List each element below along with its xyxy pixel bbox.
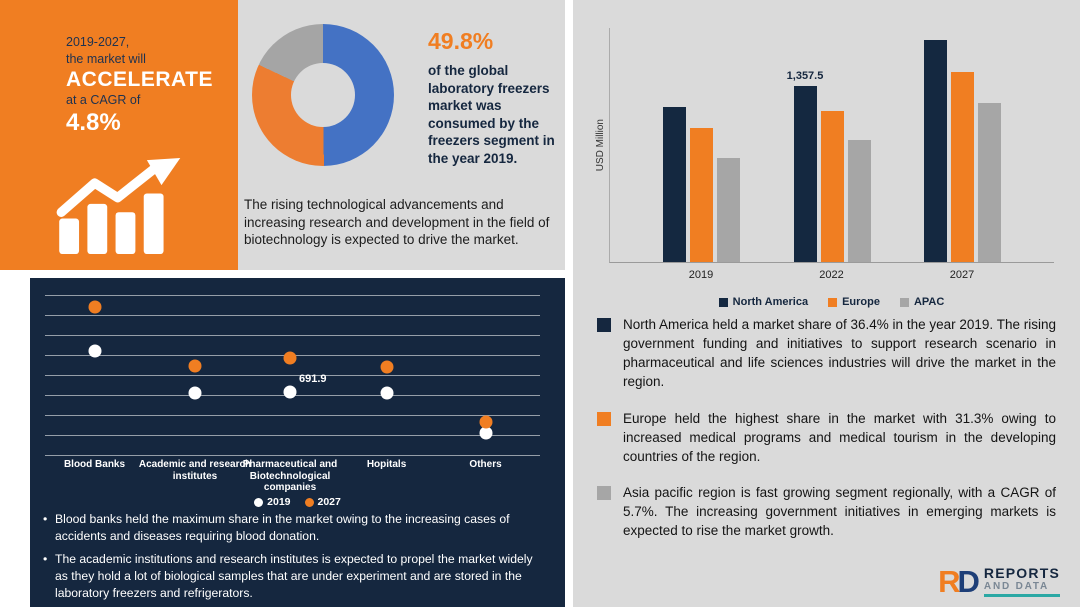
legend-item-north-america: North America: [718, 296, 808, 308]
bar-europe: [690, 128, 714, 262]
bar-north-america: 1,357.5: [787, 70, 823, 262]
logo-name-bottom: AND DATA: [983, 581, 1050, 592]
region-bullet-swatch: [597, 411, 611, 426]
dot-2019: [479, 426, 493, 440]
list-item: Blood banks held the maximum share in th…: [42, 511, 543, 546]
bar-value-label: 1,357.5: [786, 69, 824, 82]
legend-item-2019: 2019: [254, 496, 291, 508]
market-driver-text: The rising technological advancements an…: [244, 197, 550, 248]
donut-stat-text: of the global laboratory freezers market…: [428, 63, 555, 166]
regional-bar-chart: USD Million 1,357.5 2019 2022 2027 North…: [591, 28, 1054, 308]
legend-swatch-north-america: [718, 297, 728, 307]
market-will-text: the market will: [66, 51, 146, 66]
bar-group-2022: 1,357.5: [787, 28, 871, 262]
legend-item-apac: APAC: [899, 296, 944, 308]
donut-stat-value: 49.8%: [428, 28, 494, 54]
dot-2027: [283, 351, 297, 365]
cagr-value: 4.8%: [66, 108, 121, 136]
bar-north-america: [663, 107, 687, 262]
dot-plot-area: 691.9: [45, 295, 540, 456]
bar-group-2027: [923, 28, 1001, 262]
bar-europe: [950, 72, 974, 262]
dot-2027: [479, 415, 493, 429]
legend-label-2019: 2019: [267, 496, 291, 508]
list-item: Asia pacific region is fast growing segm…: [597, 483, 1056, 540]
dot-2019: [380, 386, 394, 400]
regional-panel: USD Million 1,357.5 2019 2022 2027 North…: [573, 0, 1080, 607]
bar-chart-legend: North America Europe APAC: [609, 296, 1054, 308]
dot-value-label: 691.9: [299, 372, 327, 385]
legend-swatch-2019: [254, 497, 264, 507]
dot-plot-category-label: Academic and research institutes: [138, 459, 252, 482]
x-tick-2022: 2022: [819, 269, 844, 281]
dot-2019: [88, 344, 101, 358]
regional-bullet-list: North America held a market share of 36.…: [597, 315, 1056, 541]
x-tick-2019: 2019: [688, 269, 714, 281]
x-axis-labels: 2019 2022 2027: [609, 263, 1054, 281]
legend-item-2027: 2027: [304, 496, 341, 508]
bar-apac: [847, 140, 871, 262]
y-axis-label: USD Million: [594, 119, 606, 172]
accelerate-headline: ACCELERATE: [66, 67, 213, 91]
list-item: North America held a market share of 36.…: [597, 315, 1056, 392]
dot-2027: [188, 359, 202, 373]
reports-and-data-logo: RD REPORTS AND DATA: [938, 565, 1060, 597]
dot-plot-category-label: Blood Banks: [63, 459, 126, 470]
cagr-caption: at a CAGR of: [66, 92, 141, 107]
end-user-bullet-list: Blood banks held the maximum share in th…: [42, 511, 543, 608]
region-bullet-swatch: [597, 486, 611, 501]
region-bullet-swatch: [597, 318, 611, 332]
dot-plot-category-labels: Blood Banks Academic and research institu…: [45, 459, 540, 497]
dot-plot-category-label: Pharmaceutical and Biotechnological comp…: [242, 459, 338, 493]
end-user-panel: 691.9 Blood Banks Academic and research i…: [30, 278, 565, 607]
donut-chart: [252, 24, 394, 166]
dot-2027: [88, 300, 101, 314]
legend-swatch-2027: [304, 497, 314, 507]
growth-chart-icon: [56, 158, 181, 254]
rd-logo-icon: RD: [938, 563, 980, 599]
bar-apac: [717, 158, 741, 262]
bar-north-america: [923, 39, 947, 262]
dot-2019: [188, 386, 202, 400]
dot-2019: [283, 385, 297, 399]
cagr-panel: 2019-2027, the market will ACCELERATE at…: [0, 0, 238, 270]
list-item: Europe held the highest share in the mar…: [597, 409, 1056, 466]
legend-label-2027: 2027: [317, 496, 341, 508]
bar-chart-plot: 1,357.5: [609, 28, 1054, 263]
logo-name-top: REPORTS: [983, 565, 1060, 581]
dot-plot-legend: 2019 2027: [30, 496, 565, 508]
logo-accent-bar: [983, 594, 1060, 597]
dot-2027: [380, 360, 394, 374]
bar-apac: [977, 102, 1001, 262]
legend-swatch-apac: [899, 297, 909, 307]
legend-swatch-europe: [828, 297, 838, 307]
legend-item-europe: Europe: [828, 296, 880, 308]
bar-group-2019: [663, 28, 741, 262]
period-text: 2019-2027,: [66, 35, 130, 49]
bar-europe: [820, 110, 844, 262]
dot-plot-category-label: Others: [469, 459, 502, 470]
donut-panel: 49.8% of the global laboratory freezers …: [238, 0, 565, 270]
list-item: The academic institutions and research i…: [42, 551, 543, 603]
dot-plot-category-label: Hopitals: [366, 459, 407, 470]
x-tick-2027: 2027: [949, 269, 975, 281]
